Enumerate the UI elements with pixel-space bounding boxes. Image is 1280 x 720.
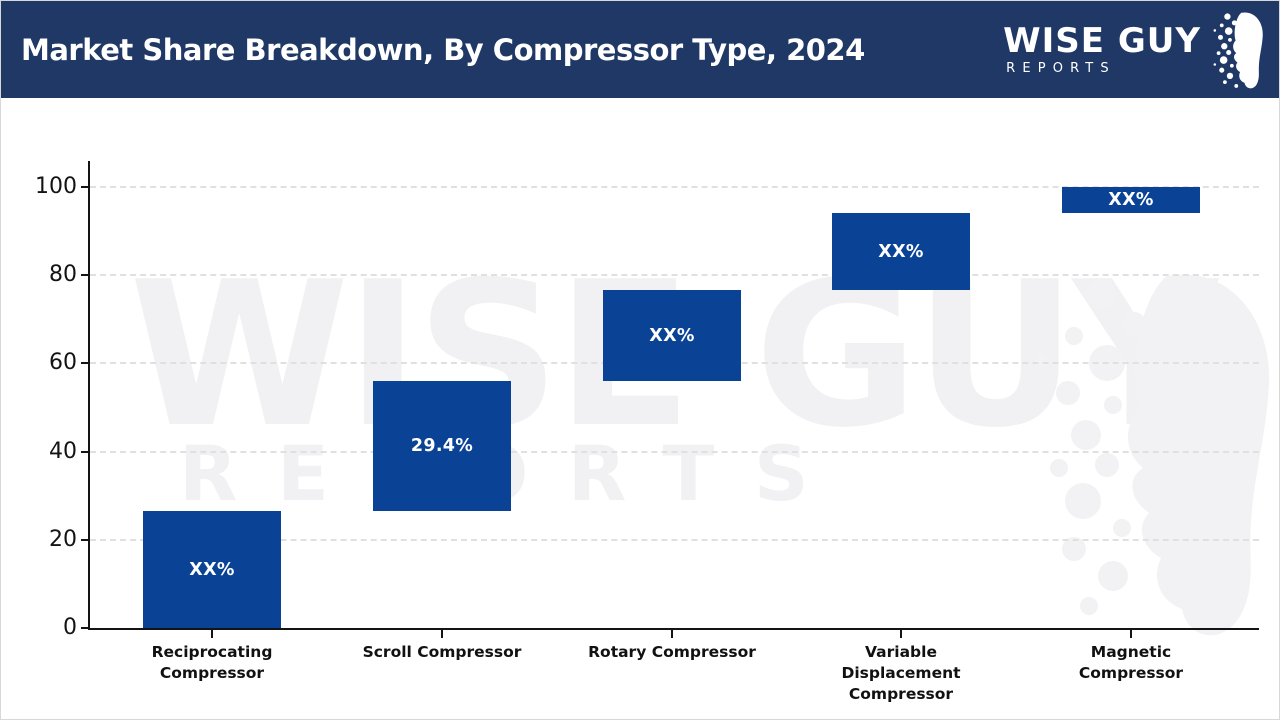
logo-name: WISE GUY bbox=[1003, 21, 1201, 61]
x-tick-label: Scroll Compressor bbox=[362, 643, 522, 661]
x-tick-mark bbox=[671, 630, 673, 638]
bar-segment: 29.4% bbox=[373, 381, 511, 512]
plot-area: 0 20 40 60 80 100 XX% 29.4% XX% XX% XX% Reciprocati… bbox=[1, 98, 1279, 719]
logo-head-icon bbox=[1213, 11, 1263, 88]
gridline bbox=[90, 274, 1259, 277]
x-tick-mark bbox=[211, 630, 213, 638]
header-bar: Market Share Breakdown, By Compressor Ty… bbox=[1, 1, 1279, 98]
y-tick-label: 40 bbox=[49, 438, 77, 464]
y-tick-mark bbox=[81, 538, 89, 541]
x-tick-mark bbox=[441, 630, 443, 638]
gridline bbox=[90, 186, 1259, 188]
y-tick-mark bbox=[81, 186, 89, 188]
bar-segment: XX% bbox=[832, 213, 970, 291]
page-title: Market Share Breakdown, By Compressor Ty… bbox=[21, 32, 865, 67]
gridline bbox=[90, 450, 1259, 453]
y-tick-mark bbox=[81, 274, 89, 277]
logo-text: WISE GUY REPORTS bbox=[1003, 24, 1201, 75]
y-tick-mark bbox=[81, 450, 89, 453]
bar-value-label: XX% bbox=[189, 559, 235, 580]
x-tick-label: Rotary Compressor bbox=[588, 643, 756, 661]
x-tick-mark bbox=[1130, 630, 1132, 638]
y-tick-mark bbox=[81, 362, 89, 365]
y-tick-label: 0 bbox=[63, 615, 77, 640]
x-tick-mark bbox=[900, 630, 902, 638]
y-tick-label: 80 bbox=[49, 262, 77, 288]
gridline bbox=[90, 538, 1259, 541]
chart-canvas: WISE GUY REPORTS 0 20 40 60 80 100 XX% 29.4% XX%… bbox=[1, 98, 1279, 719]
bar-segment: XX% bbox=[603, 290, 741, 382]
bar-segment: XX% bbox=[1062, 187, 1200, 214]
y-tick-label: 100 bbox=[35, 174, 77, 199]
bar-value-label: 29.4% bbox=[410, 436, 474, 457]
bar-value-label: XX% bbox=[878, 241, 924, 262]
y-tick-label: 60 bbox=[49, 350, 77, 376]
bar-value-label: XX% bbox=[649, 325, 695, 346]
x-tick-label: Variable Displacement Compressor bbox=[841, 643, 961, 703]
x-axis-line bbox=[88, 628, 1259, 630]
bar-value-label: XX% bbox=[1108, 190, 1154, 210]
x-tick-label: Magnetic Compressor bbox=[1078, 643, 1184, 682]
y-tick-label: 20 bbox=[49, 526, 77, 552]
x-tick-label: Reciprocating Compressor bbox=[151, 643, 273, 682]
logo-subname: REPORTS bbox=[1006, 61, 1116, 76]
wise-guy-reports-logo: WISE GUY REPORTS bbox=[1003, 9, 1267, 91]
bar-segment: XX% bbox=[143, 511, 281, 628]
y-tick-mark bbox=[81, 627, 89, 629]
y-axis-line bbox=[88, 161, 90, 630]
